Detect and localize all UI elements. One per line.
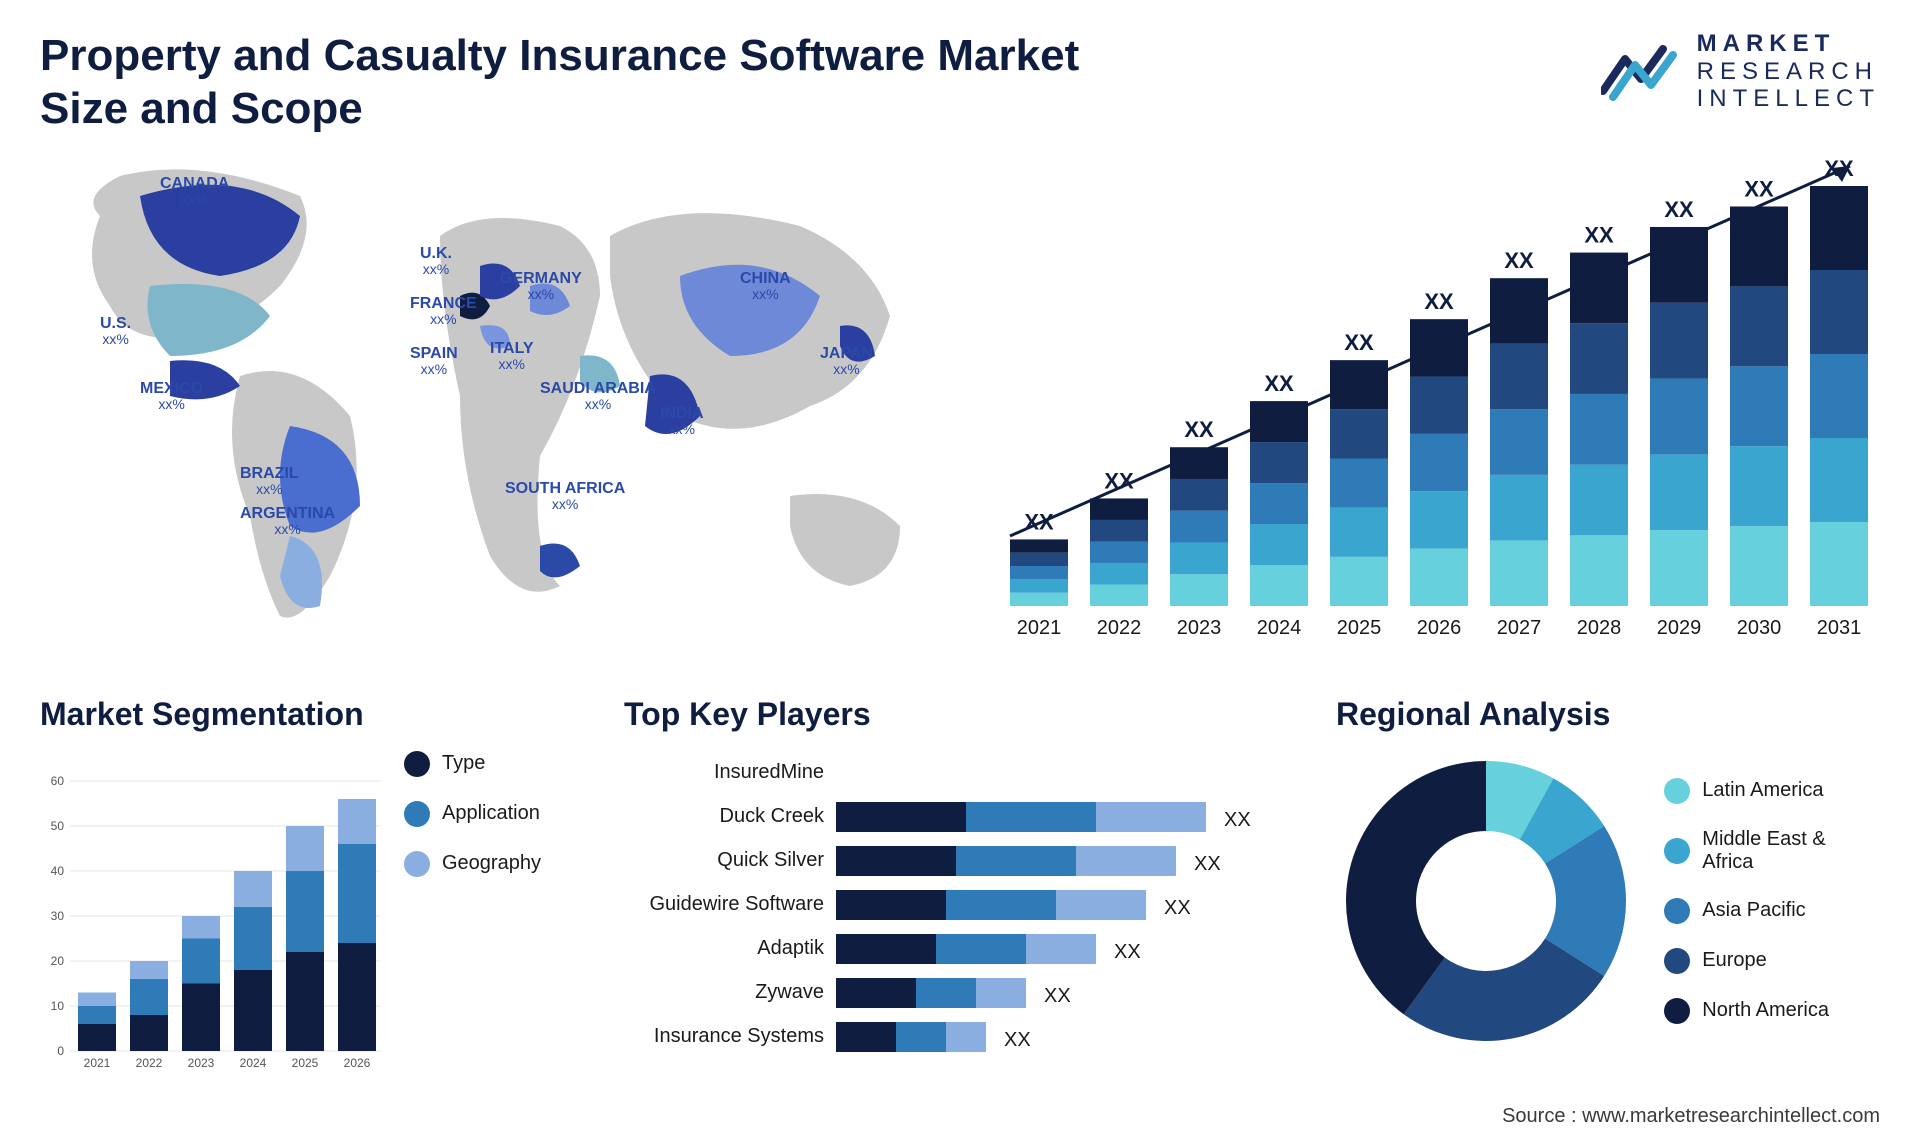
svg-text:2028: 2028 xyxy=(1577,617,1622,639)
map-label: ITALYxx% xyxy=(490,341,534,372)
svg-text:XX: XX xyxy=(1264,371,1294,396)
player-name: Guidewire Software xyxy=(624,883,824,927)
legend-item: Application xyxy=(404,801,541,827)
segmentation-legend: Type Application Geography xyxy=(404,751,541,877)
map-label: CHINAxx% xyxy=(740,271,791,302)
player-name: Duck Creek xyxy=(624,795,824,839)
legend-item: North America xyxy=(1664,998,1880,1024)
regional-title: Regional Analysis xyxy=(1336,696,1880,733)
page-title: Property and Casualty Insurance Software… xyxy=(40,30,1140,136)
svg-text:2029: 2029 xyxy=(1657,617,1702,639)
svg-text:2026: 2026 xyxy=(1417,617,1462,639)
map-label: BRAZILxx% xyxy=(240,466,299,497)
segmentation-title: Market Segmentation xyxy=(40,696,584,733)
player-name: Insurance Systems xyxy=(624,1015,824,1059)
svg-text:2021: 2021 xyxy=(84,1056,111,1070)
player-name: Quick Silver xyxy=(624,839,824,883)
svg-text:XX: XX xyxy=(1164,897,1191,919)
regional-donut-chart xyxy=(1336,751,1634,1051)
map-label: SPAINxx% xyxy=(410,346,458,377)
segmentation-chart: 0 10 20 30 40 50 60 2021 2022 2023 2024 2025 2026 xyxy=(40,751,380,1071)
svg-text:2030: 2030 xyxy=(1737,617,1782,639)
svg-text:2026: 2026 xyxy=(344,1056,371,1070)
map-label: JAPANxx% xyxy=(820,346,873,377)
svg-text:XX: XX xyxy=(1184,417,1214,442)
regional-legend: Latin America Middle East & Africa Asia Pa… xyxy=(1664,778,1880,1024)
svg-text:2027: 2027 xyxy=(1497,617,1542,639)
logo-mark-icon xyxy=(1601,41,1685,101)
svg-text:XX: XX xyxy=(1744,176,1774,201)
svg-text:XX: XX xyxy=(1664,197,1694,222)
svg-text:2025: 2025 xyxy=(1337,617,1382,639)
svg-text:30: 30 xyxy=(51,909,65,923)
map-label: INDIAxx% xyxy=(660,406,704,437)
svg-text:2021: 2021 xyxy=(1017,617,1062,639)
svg-text:XX: XX xyxy=(1424,289,1454,314)
svg-text:XX: XX xyxy=(1584,222,1614,247)
player-name: Zywave xyxy=(624,971,824,1015)
svg-text:2024: 2024 xyxy=(240,1056,267,1070)
legend-item: Type xyxy=(404,751,541,777)
svg-text:2025: 2025 xyxy=(292,1056,319,1070)
brand-logo: MARKET RESEARCH INTELLECT xyxy=(1601,30,1880,113)
svg-text:10: 10 xyxy=(51,999,65,1013)
svg-text:XX: XX xyxy=(1224,809,1251,831)
svg-text:XX: XX xyxy=(1504,248,1534,273)
svg-text:20: 20 xyxy=(51,954,65,968)
forecast-bar-chart: XX 2021 XX 2022 XX 2023 XX 2024 XX 2025 XX 2026 XX 20… xyxy=(980,156,1880,646)
player-name: Adaptik xyxy=(624,927,824,971)
svg-text:2022: 2022 xyxy=(136,1056,163,1070)
svg-text:XX: XX xyxy=(1194,853,1221,875)
legend-item: Latin America xyxy=(1664,778,1880,804)
map-label: ARGENTINAxx% xyxy=(240,506,335,537)
svg-text:2022: 2022 xyxy=(1097,617,1142,639)
svg-text:2031: 2031 xyxy=(1817,617,1862,639)
svg-text:2023: 2023 xyxy=(1177,617,1222,639)
logo-line2: RESEARCH xyxy=(1697,58,1880,86)
world-map-chart: CANADAxx% U.S.xx% MEXICOxx% BRAZILxx% ARGENT… xyxy=(40,156,940,646)
svg-text:2023: 2023 xyxy=(188,1056,215,1070)
svg-text:0: 0 xyxy=(57,1044,64,1058)
logo-line3: INTELLECT xyxy=(1697,85,1880,113)
svg-text:50: 50 xyxy=(51,819,65,833)
svg-text:XX: XX xyxy=(1044,985,1071,1007)
svg-text:40: 40 xyxy=(51,864,65,878)
legend-item: Geography xyxy=(404,851,541,877)
map-label: SAUDI ARABIAxx% xyxy=(540,381,656,412)
svg-text:2024: 2024 xyxy=(1257,617,1302,639)
players-title: Top Key Players xyxy=(624,696,1296,733)
player-name: InsuredMine xyxy=(624,751,824,795)
map-label: U.S.xx% xyxy=(100,316,131,347)
map-label: CANADAxx% xyxy=(160,176,229,207)
logo-line1: MARKET xyxy=(1697,30,1880,58)
map-label: MEXICOxx% xyxy=(140,381,203,412)
svg-text:XX: XX xyxy=(1114,941,1141,963)
legend-item: Asia Pacific xyxy=(1664,898,1880,924)
players-panel: Top Key Players InsuredMineDuck CreekQui… xyxy=(624,696,1296,1071)
segmentation-panel: Market Segmentation 0 10 20 30 40 50 60 2021 202… xyxy=(40,696,584,1071)
players-names-list: InsuredMineDuck CreekQuick SilverGuidewi… xyxy=(624,751,824,1059)
map-label: GERMANYxx% xyxy=(500,271,582,302)
legend-item: Europe xyxy=(1664,948,1880,974)
map-label: SOUTH AFRICAxx% xyxy=(505,481,625,512)
svg-text:XX: XX xyxy=(1004,1029,1031,1051)
source-attribution: Source : www.marketresearchintellect.com xyxy=(1502,1105,1880,1128)
map-label: FRANCExx% xyxy=(410,296,477,327)
svg-text:60: 60 xyxy=(51,774,65,788)
svg-text:XX: XX xyxy=(1344,330,1374,355)
regional-panel: Regional Analysis Latin America Middle Ea… xyxy=(1336,696,1880,1071)
legend-item: Middle East & Africa xyxy=(1664,828,1880,874)
svg-text:XX: XX xyxy=(1104,468,1134,493)
players-chart: XXXXXXXXXXXX xyxy=(836,751,1296,1059)
map-label: U.K.xx% xyxy=(420,246,452,277)
